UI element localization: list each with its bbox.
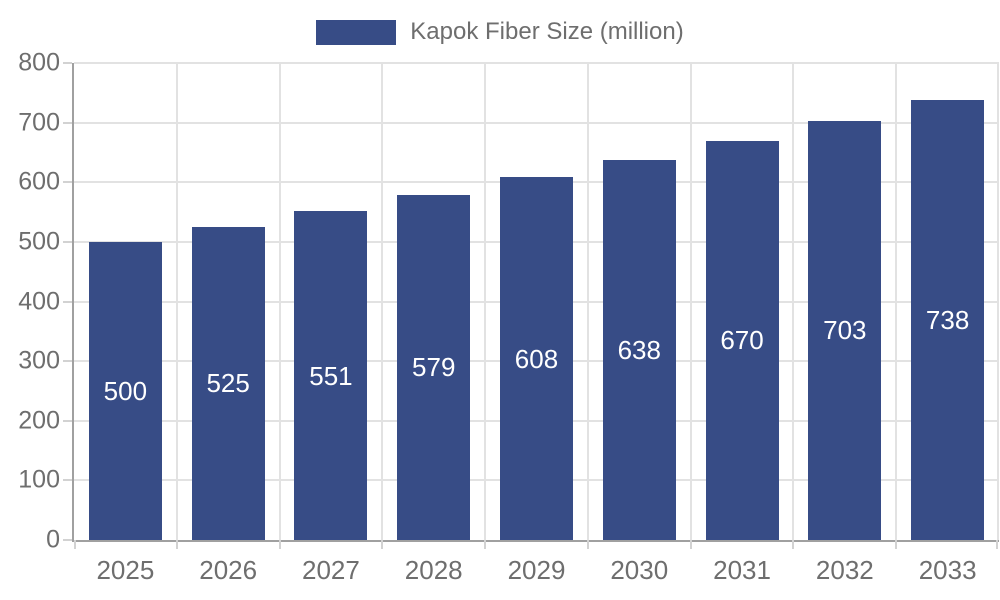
x-axis-tick <box>792 540 795 549</box>
y-gridline <box>74 121 999 124</box>
y-axis-label: 0 <box>46 525 60 554</box>
x-axis-label: 2028 <box>404 555 463 585</box>
x-gridline <box>381 63 384 540</box>
bar[interactable] <box>500 177 573 540</box>
x-gridline <box>997 63 999 540</box>
bar[interactable] <box>808 120 882 540</box>
x-axis-tick <box>381 540 384 549</box>
bar-value-label: 525 <box>206 368 250 399</box>
bar-value-label: 738 <box>925 304 970 335</box>
y-axis-label: 600 <box>18 167 60 196</box>
bar-value-label: 579 <box>412 352 456 383</box>
x-axis-tick <box>74 540 76 549</box>
y-axis-tick <box>63 240 72 243</box>
x-gridline <box>278 63 281 540</box>
legend-swatch <box>316 19 397 45</box>
x-axis-tick <box>586 540 589 549</box>
y-axis-label: 200 <box>18 406 60 435</box>
x-gridline <box>792 63 795 540</box>
bar-value-label: 500 <box>103 375 148 406</box>
y-gridline <box>74 62 999 64</box>
x-axis-label: 2031 <box>713 555 771 585</box>
x-axis-tick <box>895 540 898 549</box>
x-axis-tick <box>484 540 487 549</box>
x-axis-label: 2032 <box>815 555 874 585</box>
bar[interactable] <box>911 99 985 540</box>
y-axis-label: 500 <box>18 227 60 256</box>
y-axis-tick <box>63 419 72 422</box>
x-axis-label: 2033 <box>918 555 977 585</box>
y-axis-tick <box>63 539 72 541</box>
bar-value-label: 551 <box>309 360 353 391</box>
y-axis-tick <box>63 62 72 64</box>
bar-value-label: 703 <box>823 315 867 346</box>
y-axis-label: 300 <box>18 346 60 375</box>
x-axis-label: 2029 <box>507 555 566 585</box>
bar[interactable] <box>294 211 368 540</box>
y-axis-label: 400 <box>18 287 60 315</box>
x-axis-tick <box>689 540 692 549</box>
y-axis-tick <box>63 479 72 482</box>
x-axis-label: 2025 <box>96 555 155 585</box>
x-axis-label: 2026 <box>199 555 258 585</box>
x-axis-tick <box>175 540 178 549</box>
bar[interactable] <box>705 140 779 540</box>
y-axis-tick <box>63 360 72 363</box>
x-gridline <box>689 63 692 540</box>
bar-value-label: 638 <box>617 334 661 365</box>
x-gridline <box>586 63 589 540</box>
y-axis-tick <box>63 121 72 124</box>
bar-value-label: 670 <box>720 325 764 356</box>
x-gridline <box>895 63 898 540</box>
x-axis-tick <box>278 540 281 549</box>
legend[interactable]: Kapok Fiber Size (million) <box>0 18 1000 46</box>
bar-value-label: 608 <box>514 343 559 374</box>
y-axis-label: 100 <box>18 465 60 494</box>
x-gridline <box>175 63 178 540</box>
y-axis-label: 800 <box>18 48 60 77</box>
bar[interactable] <box>191 226 265 540</box>
y-axis-label: 700 <box>18 108 60 137</box>
x-axis-tick <box>996 540 998 549</box>
y-axis-tick <box>63 300 72 303</box>
bar[interactable] <box>88 241 162 540</box>
x-axis-label: 2027 <box>302 555 360 585</box>
bar[interactable] <box>397 194 471 540</box>
legend-label: Kapok Fiber Size (million) <box>410 18 684 45</box>
bar[interactable] <box>602 159 676 540</box>
plot-area: 0 100 200 300 400 500 600 700 800 500 2025 525 2026 5… <box>18 50 999 583</box>
x-axis-label: 2030 <box>610 555 669 585</box>
y-axis-tick <box>63 181 72 184</box>
x-gridline <box>484 63 487 540</box>
